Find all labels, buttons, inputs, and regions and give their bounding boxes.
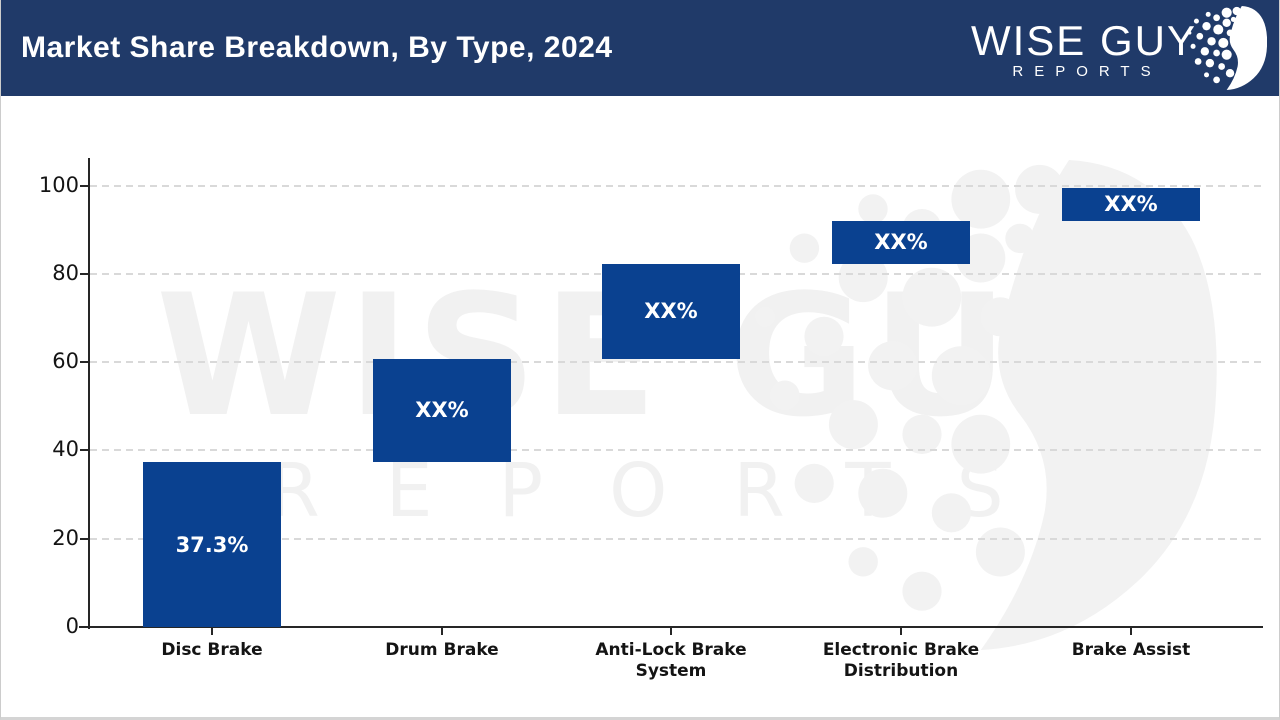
brand-logo: WISE GUY REPORTS (971, 6, 1267, 90)
x-tick-1 (441, 627, 443, 635)
bar-anti-lock-brake-system: XX% (602, 263, 740, 359)
x-tick-3 (900, 627, 902, 635)
y-tick-0 (80, 626, 88, 628)
category-label-2: Anti-Lock Brake System (595, 640, 747, 682)
bar-disc-brake: 37.3% (143, 462, 281, 627)
y-tick-label-60: 60 (52, 349, 79, 374)
bar-drum-brake: XX% (373, 358, 511, 463)
gridline-100 (90, 184, 1263, 187)
bar-value-label: XX% (1104, 192, 1158, 217)
brand-name: WISE GUY (970, 16, 1197, 64)
y-tick-40 (80, 449, 88, 452)
y-tick-80 (80, 272, 88, 275)
x-tick-0 (211, 627, 213, 635)
category-label-0: Disc Brake (161, 640, 263, 660)
y-axis-line (88, 158, 90, 629)
brand-subname: REPORTS (1012, 62, 1162, 80)
y-tick-100 (80, 184, 88, 187)
header-bar: Market Share Breakdown, By Type, 2024 WI… (1, 0, 1279, 96)
page-title: Market Share Breakdown, By Type, 2024 (21, 31, 613, 64)
bar-value-label: XX% (415, 398, 469, 423)
gridline-60 (90, 361, 1263, 364)
gridline-20 (90, 537, 1263, 540)
category-label-3: Electronic Brake Distribution (822, 640, 980, 682)
y-tick-60 (80, 361, 88, 364)
y-tick-20 (80, 537, 88, 540)
x-tick-2 (670, 627, 672, 635)
y-tick-label-40: 40 (52, 437, 79, 462)
y-tick-label-80: 80 (52, 260, 79, 285)
bar-value-label: 37.3% (175, 532, 249, 557)
brand-logo-text: WISE GUY REPORTS (971, 17, 1197, 80)
category-label-4: Brake Assist (1071, 640, 1191, 660)
brand-head-icon (1183, 6, 1267, 90)
y-tick-label-0: 0 (65, 614, 79, 638)
y-tick-label-100: 100 (38, 172, 79, 197)
x-tick-4 (1130, 627, 1132, 635)
gridline-40 (90, 449, 1263, 452)
bar-brake-assist: XX% (1062, 187, 1200, 221)
bar-value-label: XX% (644, 299, 698, 324)
y-tick-label-20: 20 (52, 525, 79, 550)
category-label-1: Drum Brake (385, 640, 499, 660)
watermark-head-icon (701, 160, 1241, 650)
bar-electronic-brake-distribution: XX% (832, 220, 970, 264)
bar-value-label: XX% (874, 230, 928, 255)
